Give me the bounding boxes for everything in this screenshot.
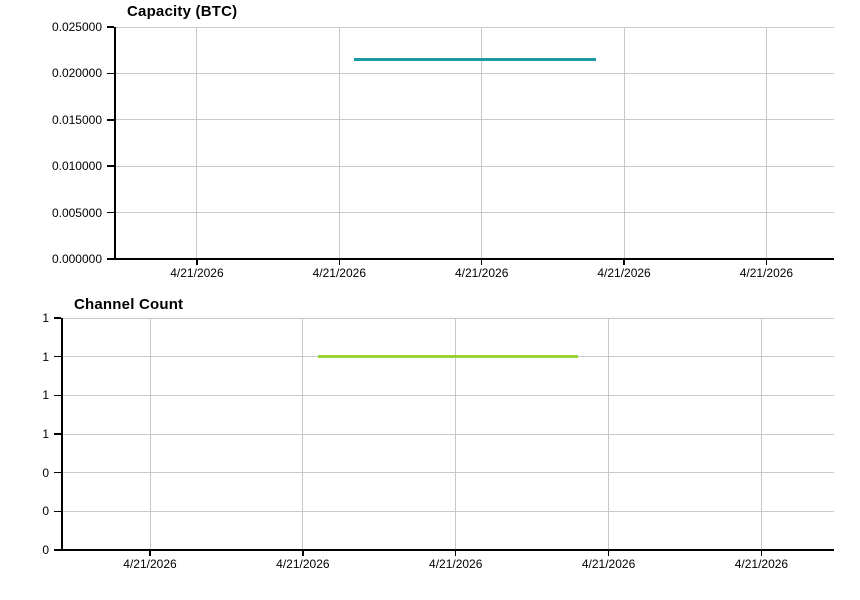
- h-gridline: [62, 433, 834, 435]
- h-gridline: [115, 212, 834, 214]
- y-tick-mark: [107, 72, 114, 75]
- x-tick-label: 4/21/2026: [170, 266, 224, 280]
- y-axis: [114, 27, 116, 260]
- h-gridline: [62, 472, 834, 474]
- x-tick-label: 4/21/2026: [454, 266, 509, 280]
- y-axis: [61, 318, 63, 551]
- y-tick-mark: [107, 26, 114, 28]
- x-tick-mark: [454, 550, 457, 556]
- y-tick-mark: [107, 258, 114, 260]
- y-tick-label: 0.015000: [51, 112, 102, 127]
- x-tick-mark: [765, 259, 768, 265]
- x-tick-label: 4/21/2026: [734, 557, 789, 571]
- h-gridline: [115, 72, 834, 74]
- x-tick-label: 4/21/2026: [581, 557, 636, 571]
- x-tick-mark: [607, 550, 610, 556]
- h-gridline: [115, 26, 834, 28]
- x-tick-label: 4/21/2026: [276, 557, 330, 571]
- x-tick-mark: [338, 259, 341, 265]
- v-gridline: [302, 318, 304, 550]
- y-tick-mark: [54, 433, 61, 435]
- y-tick-label: 0: [42, 504, 49, 519]
- channel-count-line: [318, 355, 578, 359]
- h-gridline: [115, 119, 834, 121]
- x-tick-mark: [149, 550, 151, 556]
- y-tick-label: 1: [42, 349, 49, 364]
- y-tick-mark: [107, 119, 114, 121]
- y-tick-mark: [54, 394, 61, 397]
- x-tick-mark: [623, 259, 625, 265]
- y-tick-label: 1: [42, 388, 49, 403]
- v-gridline: [481, 27, 483, 259]
- v-gridline: [455, 318, 457, 550]
- v-gridline: [623, 27, 625, 259]
- x-tick-mark: [196, 259, 198, 265]
- capacity-chart-title: Capacity (BTC): [127, 3, 238, 20]
- h-gridline: [62, 394, 834, 396]
- h-gridline: [115, 165, 834, 167]
- x-tick-label: 4/21/2026: [597, 266, 651, 280]
- x-tick-label: 4/21/2026: [123, 557, 177, 571]
- y-tick-label: 0.000000: [51, 252, 102, 266]
- y-tick-label: 0: [42, 543, 49, 557]
- y-tick-mark: [54, 355, 61, 358]
- x-axis: [115, 258, 834, 260]
- y-tick-mark: [54, 317, 61, 319]
- v-gridline: [149, 318, 151, 550]
- y-tick-mark: [107, 165, 114, 167]
- x-tick-label: 4/21/2026: [312, 266, 366, 280]
- v-gridline: [760, 318, 762, 550]
- y-tick-label: 1: [42, 427, 49, 441]
- y-tick-mark: [54, 549, 61, 551]
- h-gridline: [62, 317, 834, 319]
- v-gridline: [608, 318, 610, 550]
- v-gridline: [765, 27, 767, 259]
- channel-count-chart-title: Channel Count: [74, 296, 184, 313]
- capacity-line: [354, 57, 596, 61]
- h-gridline: [62, 510, 834, 512]
- y-tick-label: 0.010000: [51, 159, 102, 174]
- y-tick-label: 0.005000: [51, 205, 102, 220]
- x-tick-label: 4/21/2026: [739, 266, 794, 280]
- y-tick-label: 0: [42, 465, 49, 480]
- x-tick-mark: [760, 550, 763, 556]
- x-tick-label: 4/21/2026: [429, 557, 483, 571]
- x-axis: [62, 549, 834, 551]
- y-tick-mark: [54, 471, 61, 474]
- v-gridline: [196, 27, 198, 259]
- v-gridline: [338, 27, 340, 259]
- y-tick-mark: [107, 211, 114, 214]
- y-tick-label: 0.025000: [51, 20, 102, 34]
- y-tick-mark: [54, 510, 61, 513]
- y-tick-label: 0.020000: [51, 66, 102, 81]
- y-tick-label: 1: [42, 311, 49, 325]
- x-tick-mark: [480, 259, 483, 265]
- x-tick-mark: [302, 550, 304, 556]
